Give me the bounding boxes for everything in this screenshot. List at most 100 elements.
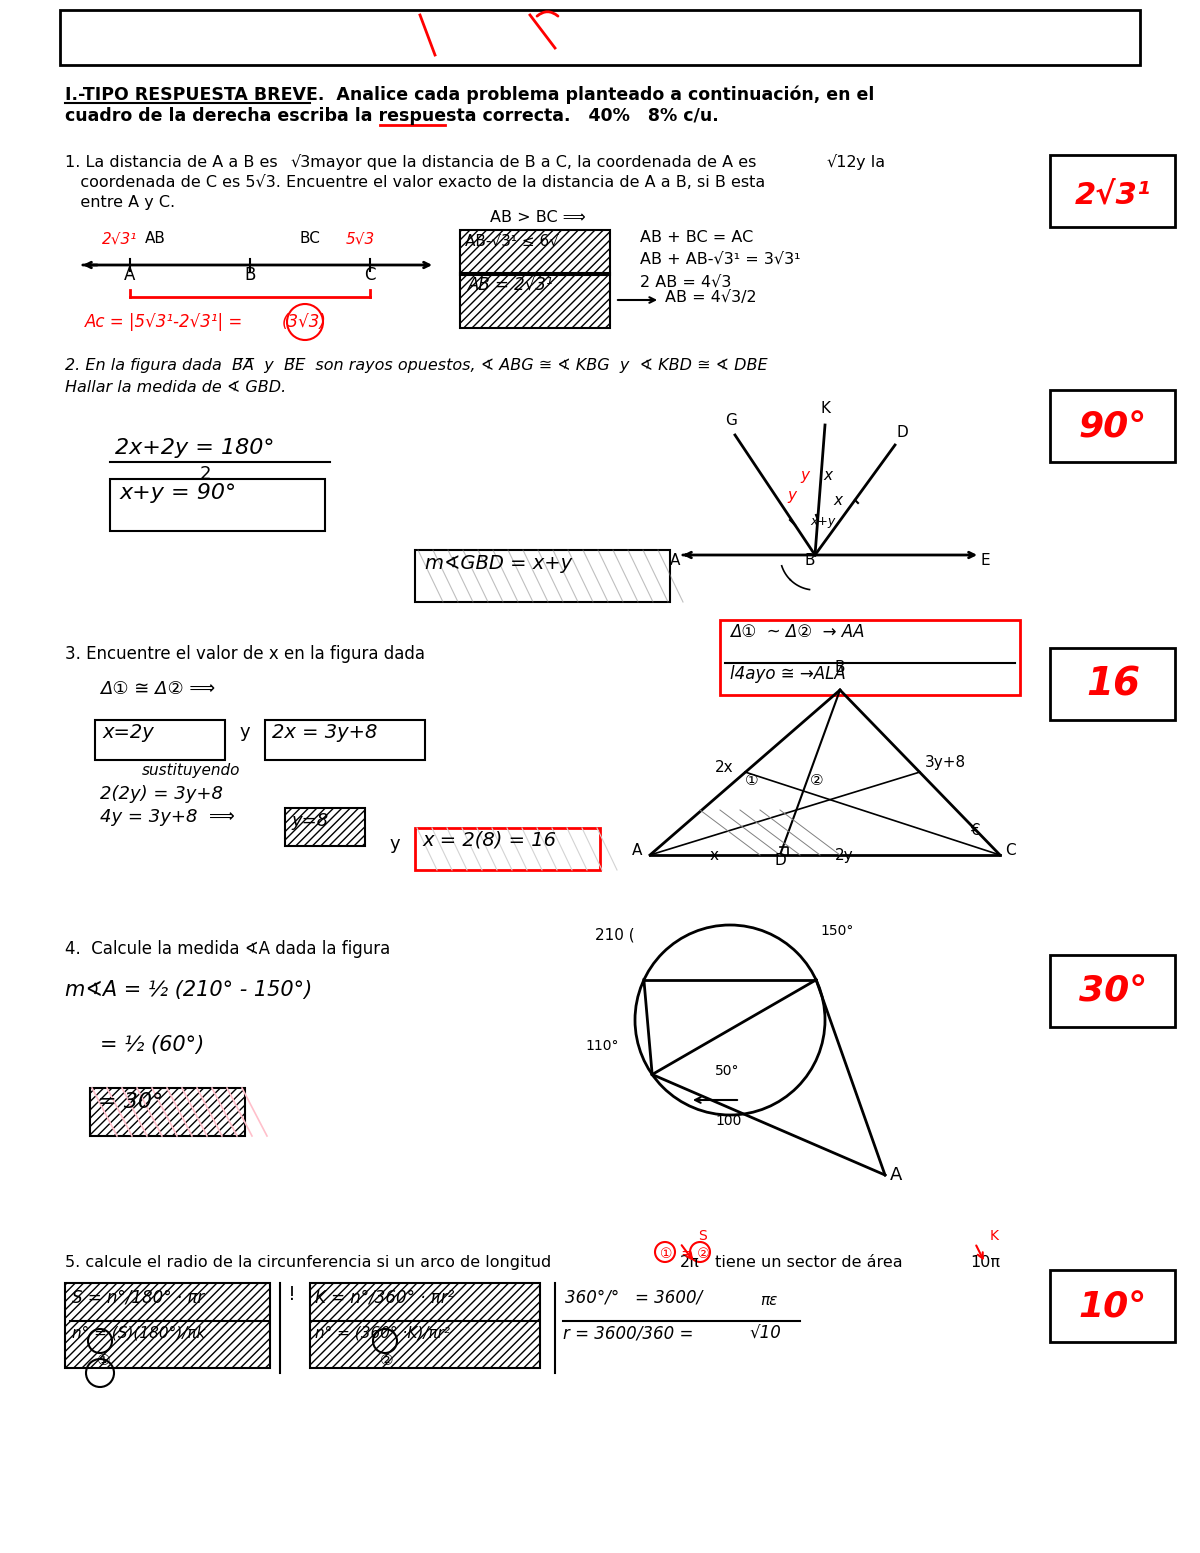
Text: 2 AB = 4√3: 2 AB = 4√3 bbox=[640, 275, 731, 290]
Text: 360°/°   = 3600/: 360°/° = 3600/ bbox=[565, 1287, 702, 1306]
Text: m∢A = ½ (210° - 150°): m∢A = ½ (210° - 150°) bbox=[65, 980, 312, 1000]
Text: C: C bbox=[365, 266, 376, 284]
Text: K: K bbox=[990, 1228, 998, 1242]
Bar bbox=[265, 721, 425, 759]
Text: x: x bbox=[823, 467, 832, 483]
Text: D: D bbox=[898, 426, 908, 439]
Text: Δ①  ~ Δ②  → AA: Δ① ~ Δ② → AA bbox=[730, 623, 864, 641]
Text: tiene un sector de área: tiene un sector de área bbox=[710, 1255, 902, 1270]
Bar bbox=[110, 478, 325, 531]
Text: C: C bbox=[1006, 843, 1015, 857]
Text: x: x bbox=[833, 492, 842, 508]
Text: 150°: 150° bbox=[820, 924, 853, 938]
Text: x = 2(8) = 16: x = 2(8) = 16 bbox=[422, 831, 556, 849]
Text: A: A bbox=[125, 266, 136, 284]
Text: 100: 100 bbox=[715, 1114, 742, 1127]
Bar bbox=[1050, 390, 1175, 461]
Text: 2√3¹: 2√3¹ bbox=[1075, 180, 1151, 210]
Text: K = n°/360° · πr²: K = n°/360° · πr² bbox=[314, 1287, 455, 1306]
Text: n° = (S)(180°)/πk: n° = (S)(180°)/πk bbox=[72, 1325, 205, 1340]
Text: Hallar la medida de ∢ GBD.: Hallar la medida de ∢ GBD. bbox=[65, 380, 287, 394]
Bar bbox=[65, 1283, 270, 1368]
Text: Δ① ≅ Δ② ⟹: Δ① ≅ Δ② ⟹ bbox=[100, 680, 215, 697]
Bar bbox=[286, 808, 365, 846]
Text: y: y bbox=[390, 836, 401, 853]
Text: y: y bbox=[787, 488, 796, 503]
Text: y: y bbox=[800, 467, 809, 483]
Text: 50°: 50° bbox=[715, 1064, 739, 1078]
Text: 4y = 3y+8  ⟹: 4y = 3y+8 ⟹ bbox=[100, 808, 235, 826]
Text: 1. La distancia de A a B es: 1. La distancia de A a B es bbox=[65, 155, 283, 169]
Bar bbox=[1050, 648, 1175, 721]
Text: πε: πε bbox=[760, 1294, 778, 1308]
Text: 5. calcule el radio de la circunferencia si un arco de longitud: 5. calcule el radio de la circunferencia… bbox=[65, 1255, 551, 1270]
Text: √12: √12 bbox=[827, 155, 858, 169]
Bar bbox=[460, 273, 610, 328]
Text: = ½ (60°): = ½ (60°) bbox=[100, 1034, 204, 1054]
Text: x+y: x+y bbox=[810, 516, 835, 528]
Bar bbox=[460, 230, 610, 275]
Text: 5√3: 5√3 bbox=[346, 231, 374, 245]
Text: ②: ② bbox=[380, 1353, 394, 1368]
Text: €: € bbox=[970, 823, 979, 839]
Text: y=8: y=8 bbox=[292, 812, 329, 829]
Bar bbox=[95, 721, 226, 759]
Text: A: A bbox=[670, 553, 680, 568]
Text: E: E bbox=[980, 553, 990, 568]
Text: 2(2y) = 3y+8: 2(2y) = 3y+8 bbox=[100, 784, 223, 803]
Text: mayor que la distancia de B a C, la coordenada de A es: mayor que la distancia de B a C, la coor… bbox=[305, 155, 762, 169]
Text: 30°: 30° bbox=[1079, 975, 1147, 1009]
Bar bbox=[415, 828, 600, 870]
Text: 3. Encuentre el valor de x en la figura dada: 3. Encuentre el valor de x en la figura … bbox=[65, 644, 425, 663]
Text: entre A y C.: entre A y C. bbox=[65, 196, 175, 210]
Text: 4.  Calcule la medida ∢A dada la figura: 4. Calcule la medida ∢A dada la figura bbox=[65, 940, 390, 958]
Bar bbox=[415, 550, 670, 603]
Text: AB-√3¹ ≤ 6√: AB-√3¹ ≤ 6√ bbox=[466, 233, 559, 248]
Bar bbox=[1050, 955, 1175, 1027]
Text: 16: 16 bbox=[1086, 666, 1140, 704]
Bar bbox=[1050, 155, 1175, 227]
Text: AB + BC = AC: AB + BC = AC bbox=[640, 230, 754, 245]
Bar bbox=[1050, 1270, 1175, 1342]
Text: 3y+8: 3y+8 bbox=[925, 755, 966, 770]
Text: I.-TIPO RESPUESTA BREVE.  Analice cada problema planteado a continuación, en el: I.-TIPO RESPUESTA BREVE. Analice cada pr… bbox=[65, 85, 875, 104]
Text: A: A bbox=[890, 1166, 902, 1183]
Text: AB: AB bbox=[144, 231, 166, 245]
Text: B: B bbox=[805, 553, 816, 568]
Text: 2√3¹: 2√3¹ bbox=[102, 231, 138, 245]
Text: 2. En la figura dada  B̅A̅  y  B̅E̅  son rayos opuestos, ∢ ABG ≅ ∢ KBG  y  ∢ KBD: 2. En la figura dada B̅A̅ y B̅E̅ son ray… bbox=[65, 359, 768, 373]
Text: n° = (360° ·K)/πr²: n° = (360° ·K)/πr² bbox=[314, 1325, 450, 1340]
Text: B: B bbox=[835, 660, 846, 676]
Text: S: S bbox=[698, 1228, 707, 1242]
Text: 10°: 10° bbox=[1079, 1291, 1147, 1325]
Text: 2π: 2π bbox=[680, 1255, 700, 1270]
Text: AB = 4√3/2: AB = 4√3/2 bbox=[665, 290, 757, 304]
Text: l4ayo ≅ →ALA: l4ayo ≅ →ALA bbox=[730, 665, 846, 683]
Text: 2x: 2x bbox=[715, 759, 733, 775]
Text: cuadro de la derecha escriba la respuesta correcta.   40%   8% c/u.: cuadro de la derecha escriba la respuest… bbox=[65, 107, 719, 124]
Text: y: y bbox=[240, 724, 251, 741]
Text: sustituyendo: sustituyendo bbox=[142, 763, 240, 778]
Text: x+y = 90°: x+y = 90° bbox=[120, 483, 238, 503]
Text: AB = 2√3¹: AB = 2√3¹ bbox=[468, 276, 553, 295]
Text: ②: ② bbox=[810, 773, 823, 787]
Bar bbox=[90, 1089, 245, 1135]
Text: (3√3): (3√3) bbox=[282, 314, 326, 331]
Bar bbox=[60, 9, 1140, 65]
Text: r = 3600/360 =: r = 3600/360 = bbox=[563, 1325, 698, 1343]
Text: AB > BC ⟹: AB > BC ⟹ bbox=[490, 210, 586, 225]
Text: 90°: 90° bbox=[1079, 410, 1147, 444]
Text: AB + AB-√3¹ = 3√3¹: AB + AB-√3¹ = 3√3¹ bbox=[640, 252, 800, 267]
Text: Ac = |5√3¹-2√3¹| =: Ac = |5√3¹-2√3¹| = bbox=[85, 314, 248, 331]
Text: 2y: 2y bbox=[835, 848, 853, 863]
Text: y la: y la bbox=[851, 155, 886, 169]
Text: 2: 2 bbox=[199, 464, 211, 483]
Text: K: K bbox=[820, 401, 830, 416]
Text: D: D bbox=[775, 853, 787, 868]
Bar bbox=[720, 620, 1020, 696]
Text: A: A bbox=[632, 843, 642, 857]
Text: √10: √10 bbox=[750, 1325, 782, 1343]
Text: = 30°: = 30° bbox=[98, 1092, 163, 1112]
Text: ①: ① bbox=[745, 773, 758, 787]
Text: S = n°/180° · πr: S = n°/180° · πr bbox=[72, 1287, 204, 1306]
